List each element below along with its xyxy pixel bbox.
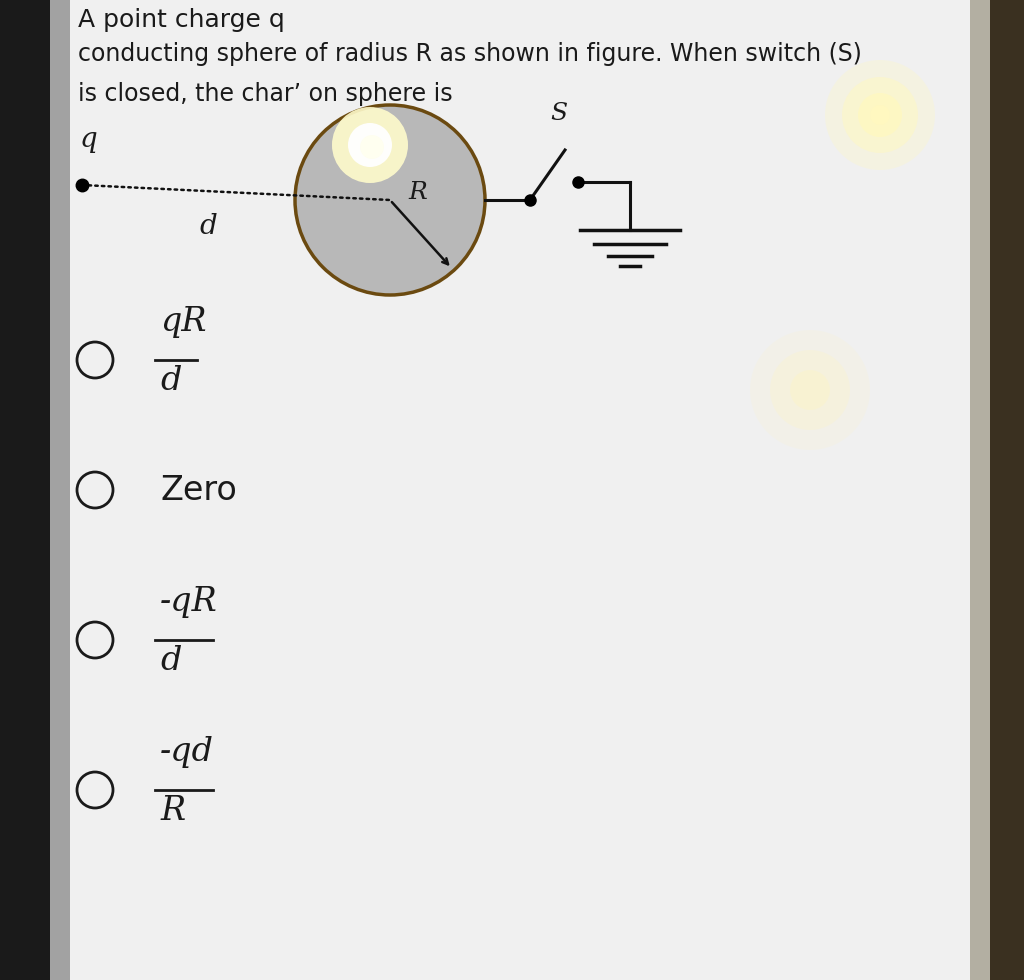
Text: d: d [200,213,217,240]
Text: is closed, the char’ on sphere is: is closed, the char’ on sphere is [78,82,453,106]
Bar [0,0,50,980]
Text: A point charge q: A point charge q [78,8,285,32]
Circle shape [790,370,830,410]
Circle shape [770,350,850,430]
Text: -qR: -qR [160,586,218,618]
Text: R: R [408,180,427,204]
Circle shape [348,123,392,167]
Bar [970,0,990,980]
Circle shape [750,330,870,450]
Bar [990,0,1024,980]
Circle shape [825,60,935,170]
Text: qR: qR [160,306,207,338]
Circle shape [858,93,902,137]
Text: R: R [160,795,185,827]
Text: S: S [551,102,567,125]
Text: d: d [160,645,181,677]
Circle shape [842,77,918,153]
Circle shape [870,105,890,125]
Text: q: q [80,126,97,153]
Circle shape [332,107,408,183]
Circle shape [295,105,485,295]
Text: d: d [160,365,181,397]
Text: -qd: -qd [160,736,214,768]
Text: Zero: Zero [160,473,237,507]
Bar [50,0,70,980]
Circle shape [360,135,384,159]
Text: conducting sphere of radius R as shown in figure. When switch (S): conducting sphere of radius R as shown i… [78,42,862,66]
